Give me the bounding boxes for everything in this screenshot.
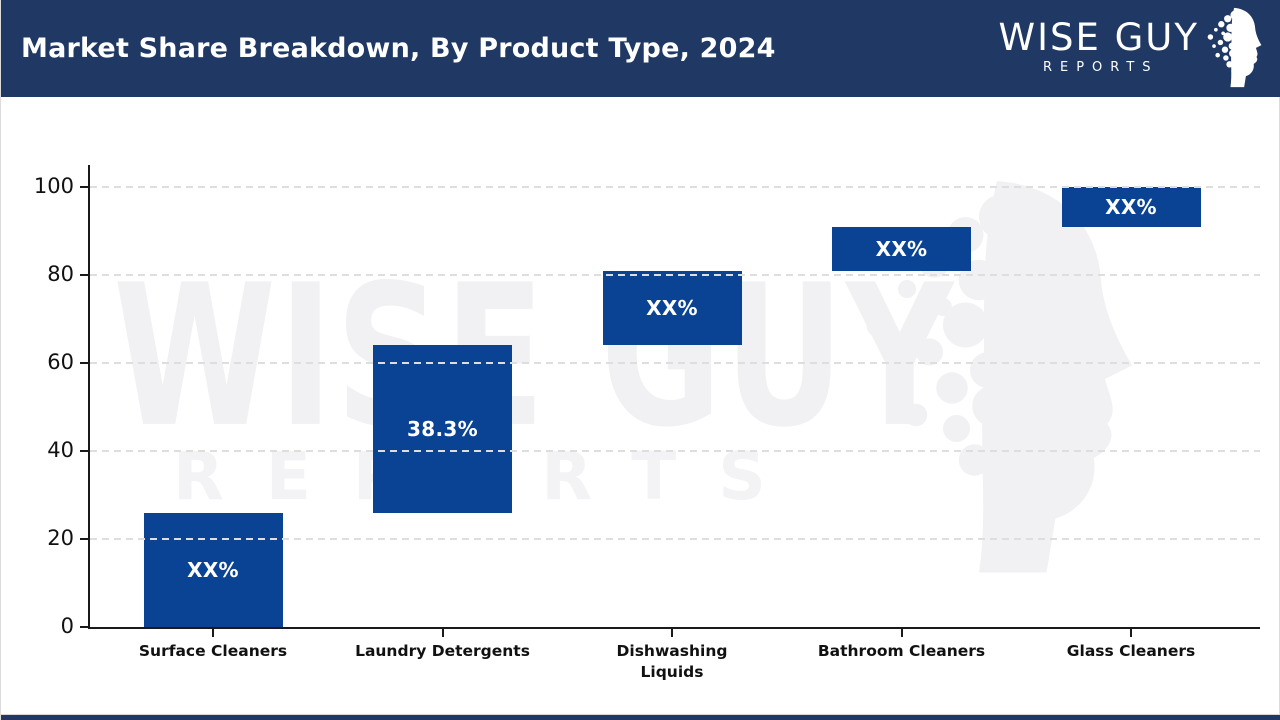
y-axis-line [88,165,90,629]
bar-5: XX% [1061,187,1201,227]
category-label-5: Glass Cleaners [1066,642,1196,660]
gridline-20 [90,538,1260,540]
category-label-2: Laundry Detergents [355,642,530,660]
footer-bar [1,714,1280,720]
x-tick-3 [671,629,673,637]
x-tick-5 [1130,629,1132,637]
x-tick-1 [212,629,214,637]
wiseguy-head-icon [1203,6,1267,88]
y-tick-label-60: 60 [47,350,74,374]
bar-1: XX% [143,513,283,627]
gridline-80 [90,274,1260,276]
y-tick-80 [80,274,88,276]
brand-logo-text: WISE GUY REPORTS [998,16,1199,75]
bar-3: XX% [602,270,742,345]
x-tick-4 [900,629,903,637]
brand-subname: REPORTS [1042,59,1159,75]
bar-value-label-1: XX% [187,558,239,583]
gridline-60 [90,362,1260,364]
bar-value-label-4: XX% [875,236,928,261]
bar-value-label-2: 38.3% [407,417,478,442]
y-tick-40 [80,450,88,452]
chart: 0 20 40 60 80 100 XX% Surface Cleaners 38.3% Laun… [1,97,1280,714]
gridline-40 [90,450,1260,452]
y-tick-0 [80,626,88,628]
page-title: Market Share Breakdown, By Product Type,… [21,33,776,64]
category-label-4: Bathroom Cleaners [817,642,986,660]
header-bar: Market Share Breakdown, By Product Type,… [1,0,1280,97]
bar-2: 38.3% [373,344,512,514]
watermark-brand-name: WISE GUY [113,243,956,471]
category-label-3: Dishwashing Liquids [616,642,728,681]
y-tick-label-40: 40 [47,438,74,462]
gridline-100 [90,186,1260,188]
category-label-1: Surface Cleaners [138,642,288,660]
y-tick-label-100: 100 [33,174,74,198]
y-tick-20 [80,538,88,540]
y-tick-label-20: 20 [47,526,74,550]
y-tick-60 [80,362,88,364]
y-tick-label-80: 80 [47,262,74,286]
bar-value-label-3: XX% [646,295,698,320]
y-tick-100 [80,186,88,188]
x-axis-line [88,627,1260,629]
brand-name: WISE GUY [998,16,1199,60]
x-tick-2 [441,629,444,637]
bar-4: XX% [832,226,971,271]
brand-logo: WISE GUY REPORTS [999,6,1267,88]
y-tick-label-0: 0 [60,614,74,638]
bar-value-label-5: XX% [1105,194,1157,219]
